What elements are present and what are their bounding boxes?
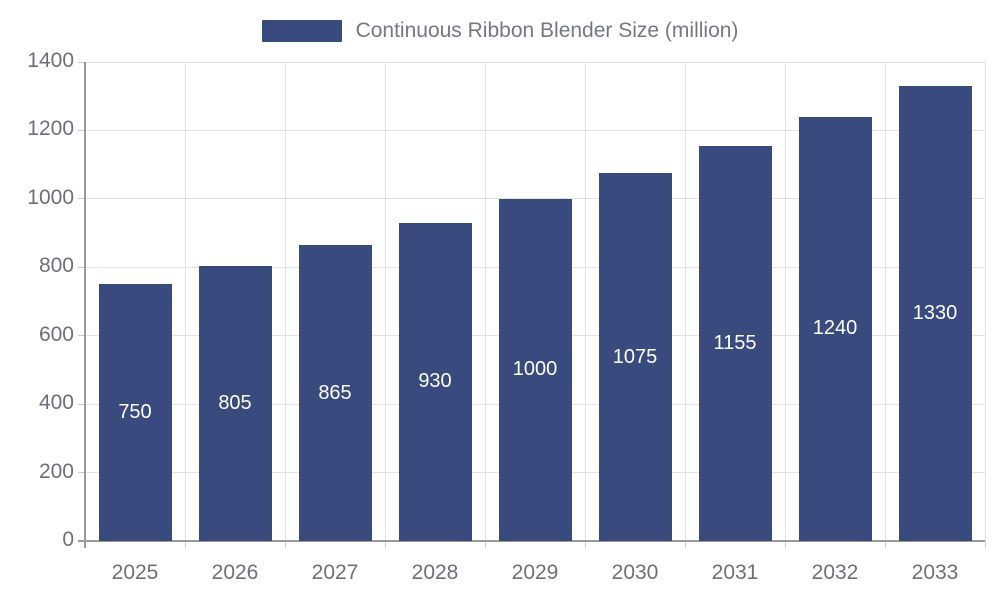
x-axis-tick	[884, 541, 886, 548]
bar-value-label: 1000	[512, 358, 558, 381]
x-axis-tick-label: 2028	[411, 561, 459, 584]
bar[interactable]: 750	[98, 284, 172, 541]
x-axis-tick-label: 2031	[711, 561, 759, 584]
legend[interactable]: Continuous Ribbon Blender Size (million)	[0, 18, 1000, 44]
bar-value-label: 750	[118, 401, 152, 424]
y-axis-tick	[78, 129, 85, 131]
v-gridline	[384, 62, 386, 541]
bar[interactable]: 1075	[598, 173, 672, 541]
bar-value-label: 1075	[612, 345, 658, 368]
bar[interactable]: 1240	[798, 116, 872, 541]
x-axis-tick-label: 2025	[111, 561, 159, 584]
v-gridline	[884, 62, 886, 541]
x-axis-tick-label: 2033	[911, 561, 959, 584]
y-axis-tick-label: 400	[38, 391, 74, 415]
y-axis-line	[84, 62, 86, 548]
x-axis-tick-label: 2029	[511, 561, 559, 584]
y-axis-tick	[78, 335, 85, 337]
v-gridline	[484, 62, 486, 541]
x-axis-tick	[184, 541, 186, 548]
legend-label: Continuous Ribbon Blender Size (million)	[355, 19, 739, 42]
v-gridline	[284, 62, 286, 541]
bar-value-label: 1330	[912, 301, 958, 324]
y-axis-tick-label: 800	[38, 254, 74, 278]
bar-value-label: 865	[318, 381, 352, 404]
x-axis-tick-label: 2030	[611, 561, 659, 584]
y-axis-tick	[78, 266, 85, 268]
bar-value-label: 805	[218, 391, 252, 414]
x-axis-tick-label: 2032	[811, 561, 859, 584]
x-axis-tick	[984, 541, 986, 548]
y-axis-tick	[78, 61, 85, 63]
x-axis-tick-label: 2026	[211, 561, 259, 584]
x-axis-tick	[684, 541, 686, 548]
v-gridline	[584, 62, 586, 541]
bar-value-label: 1240	[812, 317, 858, 340]
x-axis-tick	[784, 541, 786, 548]
y-axis-tick-label: 0	[62, 528, 74, 551]
bar[interactable]: 1330	[898, 85, 972, 541]
v-gridline	[784, 62, 786, 541]
bar[interactable]: 1000	[498, 198, 572, 541]
y-axis-tick	[78, 198, 85, 200]
y-axis-tick	[78, 472, 85, 474]
y-axis-tick-label: 1400	[27, 49, 74, 72]
x-axis-tick	[384, 541, 386, 548]
h-gridline	[85, 129, 985, 131]
bar[interactable]: 865	[298, 245, 372, 541]
x-axis-tick	[584, 541, 586, 548]
y-axis-tick-label: 200	[38, 459, 74, 483]
x-axis-tick	[284, 541, 286, 548]
v-gridline	[184, 62, 186, 541]
bar[interactable]: 805	[198, 265, 272, 541]
x-axis-tick	[484, 541, 486, 548]
v-gridline	[684, 62, 686, 541]
bar[interactable]: 1155	[698, 145, 772, 541]
h-gridline	[85, 61, 985, 63]
y-axis-tick-label: 1200	[27, 117, 74, 141]
y-axis-tick-label: 600	[38, 322, 74, 346]
legend-swatch[interactable]	[261, 20, 342, 42]
x-axis-tick-label: 2027	[311, 561, 359, 584]
bar-value-label: 930	[418, 370, 452, 393]
v-gridline	[984, 62, 986, 541]
y-axis-tick-label: 1000	[27, 185, 74, 209]
bar-value-label: 1155	[713, 331, 757, 354]
y-axis-tick	[78, 403, 85, 405]
bar[interactable]: 930	[398, 222, 472, 541]
x-axis-line	[78, 540, 985, 542]
